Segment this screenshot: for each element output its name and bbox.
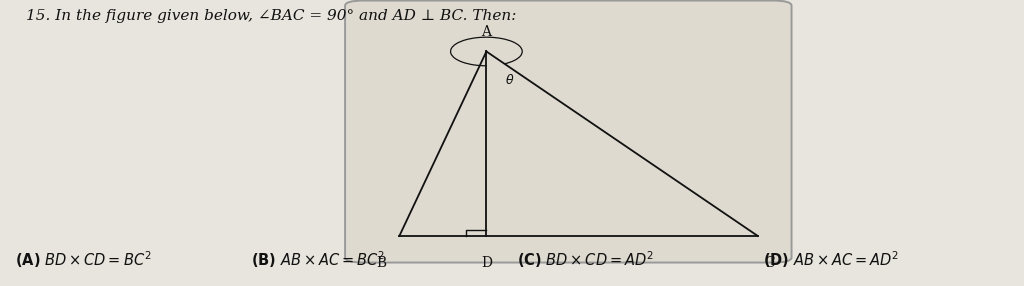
- Text: A: A: [481, 25, 492, 39]
- Text: $\mathbf{(B)}$ $AB \times AC = BC^2$: $\mathbf{(B)}$ $AB \times AC = BC^2$: [251, 250, 385, 270]
- Text: C: C: [765, 256, 775, 270]
- Text: $\mathbf{(D)}$ $AB \times AC = AD^2$: $\mathbf{(D)}$ $AB \times AC = AD^2$: [763, 250, 899, 270]
- Text: B: B: [376, 256, 386, 270]
- Text: $\mathbf{(C)}$ $BD \times CD = AD^2$: $\mathbf{(C)}$ $BD \times CD = AD^2$: [517, 250, 654, 270]
- Text: $\mathbf{(A)}$ $BD \times CD = BC^2$: $\mathbf{(A)}$ $BD \times CD = BC^2$: [15, 250, 153, 270]
- FancyBboxPatch shape: [345, 1, 792, 263]
- Text: $\theta$: $\theta$: [505, 73, 514, 87]
- Text: 15. In the figure given below, ∠BAC = 90° and AD ⊥ BC. Then:: 15. In the figure given below, ∠BAC = 90…: [26, 9, 516, 23]
- Text: D: D: [481, 256, 492, 270]
